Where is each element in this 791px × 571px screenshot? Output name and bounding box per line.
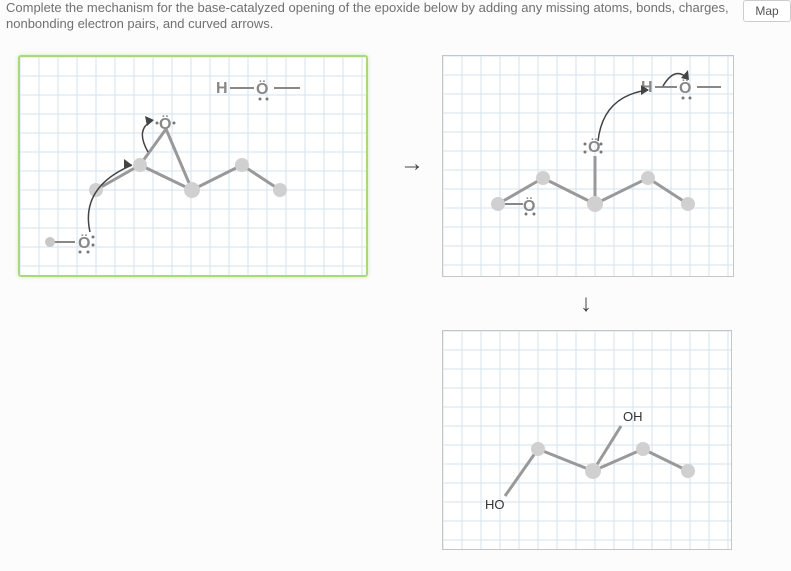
product-structure[interactable]: OH HO [485,409,695,512]
reagent-O-label: Ö [679,78,691,97]
panel1-canvas[interactable]: H Ö Ö Ö [20,57,366,275]
panel3-canvas[interactable]: OH HO [443,331,731,549]
question-prompt: Complete the mechanism for the base-cata… [6,0,739,33]
opened-structure[interactable]: Ö Ö [491,137,695,216]
product-OH-label: OH [623,409,643,424]
nucleophile-O-label: Ö [78,233,90,252]
reaction-arrow-right: → [400,150,424,178]
reagent-H-label: H [216,80,228,97]
nucleophile-O[interactable]: Ö [45,233,95,254]
reagent-O-label: Ö [256,79,268,98]
ether-O-label: Ö [523,196,535,215]
reaction-arrow-down: ↓ [580,290,592,318]
mechanism-panel-1[interactable]: H Ö Ö Ö [18,55,368,277]
map-button[interactable]: Map [743,0,791,22]
mechanism-panel-3[interactable]: OH HO [442,330,732,550]
mechanism-panel-2[interactable]: H Ö Ö Ö [442,55,734,277]
product-HO-label: HO [485,497,505,512]
epoxide-O-label: Ö [159,114,171,133]
epoxide-structure[interactable]: Ö [89,114,287,198]
panel2-canvas[interactable]: H Ö Ö Ö [443,56,733,276]
grid [443,331,731,549]
